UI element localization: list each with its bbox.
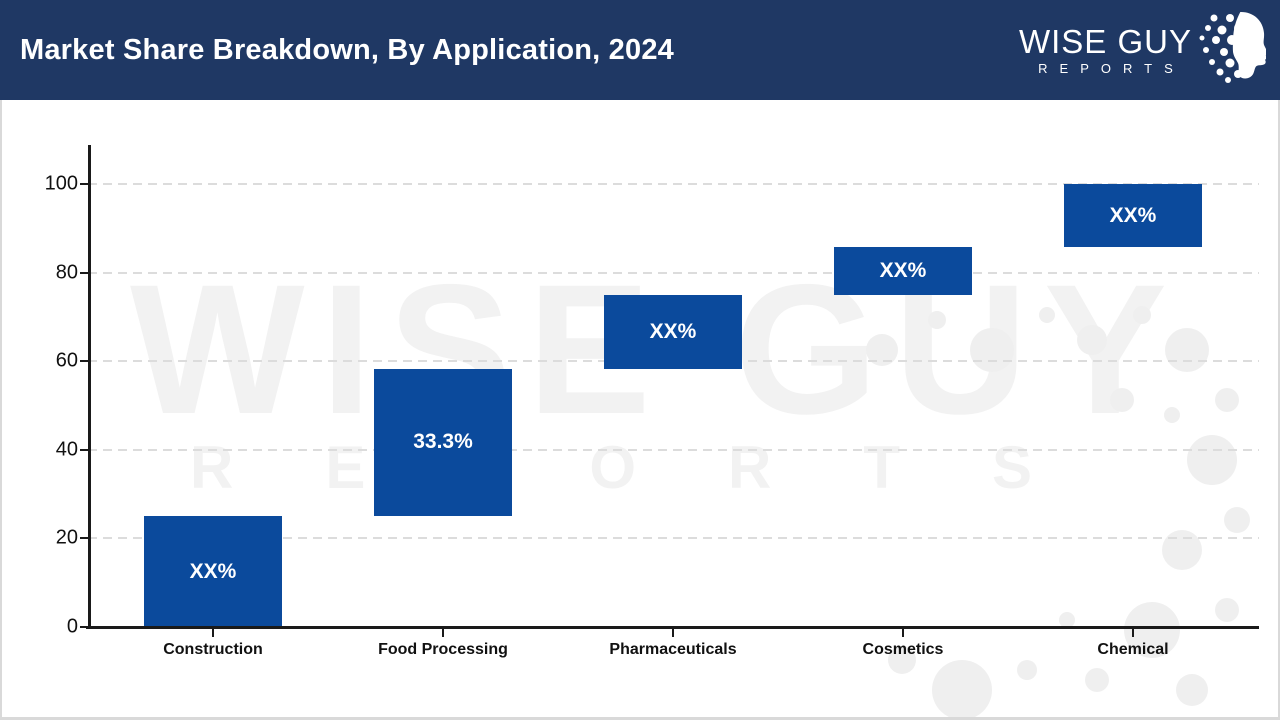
gridline-y80 — [88, 271, 1259, 274]
bar-value-label: XX% — [879, 259, 927, 283]
bar-value-label: XX% — [189, 559, 237, 583]
bar-pharmaceuticals: XX% — [604, 294, 742, 369]
y-tick — [80, 271, 89, 274]
bar-food-processing: 33.3% — [374, 368, 512, 517]
x-tick — [442, 628, 444, 637]
page-title: Market Share Breakdown, By Application, … — [20, 33, 674, 66]
y-tick — [80, 537, 89, 540]
x-category-label: Food Processing — [378, 641, 508, 658]
y-tick-label: 60 — [55, 349, 78, 372]
y-tick — [80, 183, 89, 185]
bar-construction: XX% — [144, 516, 282, 627]
y-tick — [80, 360, 89, 363]
bar-cosmetics: XX% — [834, 247, 972, 295]
gridline-y20 — [88, 537, 1259, 540]
x-tick — [902, 628, 904, 637]
watermark-subtext: REPORTS — [190, 434, 1125, 501]
chart-area: WISE GUY REPORTS 0 20 40 60 80 100 XX% 33.3% XX%… — [0, 100, 1280, 720]
x-category-label: Construction — [163, 641, 263, 658]
y-tick — [80, 626, 89, 628]
x-category-label: Cosmetics — [862, 641, 944, 658]
x-tick — [212, 628, 214, 637]
header: Market Share Breakdown, By Application, … — [0, 0, 1280, 100]
x-category-label: Pharmaceuticals — [609, 641, 737, 658]
x-axis — [86, 626, 1259, 629]
y-axis — [88, 145, 91, 629]
x-tick — [672, 628, 674, 637]
logo-wordmark: WISE GUY — [1018, 23, 1192, 60]
y-tick — [80, 448, 89, 451]
y-tick-label: 100 — [44, 172, 78, 195]
brand-logo: WISE GUY REPORTS — [1018, 8, 1268, 93]
y-tick-label: 80 — [55, 261, 78, 284]
y-tick-label: 0 — [66, 615, 78, 638]
y-tick-label: 20 — [55, 526, 78, 549]
logo-face-icon — [1194, 8, 1268, 93]
gridline-y100 — [88, 183, 1259, 185]
logo-subtext: REPORTS — [1038, 61, 1185, 76]
x-tick — [1132, 628, 1134, 637]
bar-value-label: XX% — [649, 319, 697, 343]
bar-chemical: XX% — [1064, 184, 1202, 248]
gridline-y40 — [88, 448, 1259, 451]
bar-value-label: XX% — [1109, 203, 1157, 227]
y-tick-label: 40 — [55, 438, 78, 461]
x-category-label: Chemical — [1097, 641, 1169, 658]
bar-value-label: 33.3% — [413, 430, 473, 454]
